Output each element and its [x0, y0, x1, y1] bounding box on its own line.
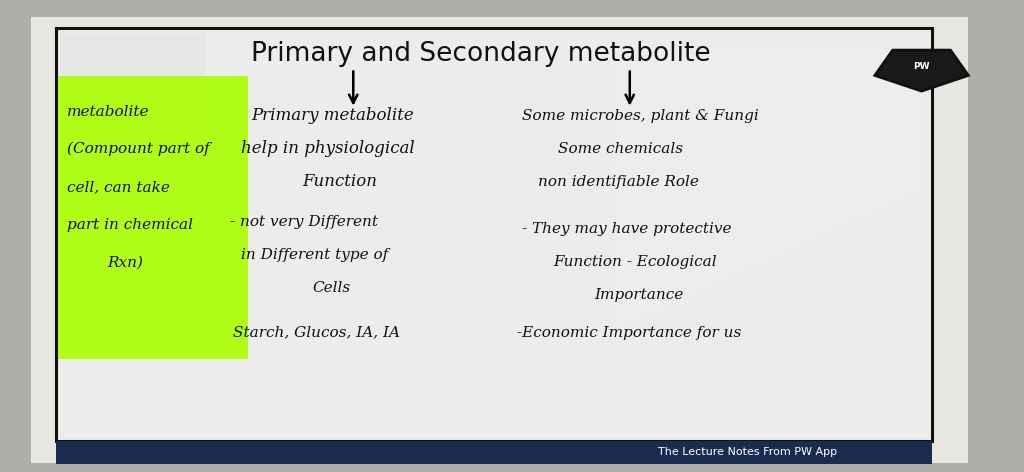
- Text: cell, can take: cell, can take: [67, 180, 169, 194]
- Text: Function: Function: [302, 173, 377, 190]
- Text: part in chemical: part in chemical: [67, 218, 193, 232]
- Text: Importance: Importance: [594, 288, 683, 302]
- FancyBboxPatch shape: [58, 76, 248, 359]
- FancyBboxPatch shape: [56, 28, 932, 441]
- Text: (Compount part of: (Compount part of: [67, 142, 209, 156]
- Text: Starch, Glucos, IA, IA: Starch, Glucos, IA, IA: [233, 326, 400, 340]
- Polygon shape: [61, 33, 205, 142]
- Text: in Different type of: in Different type of: [241, 248, 388, 262]
- FancyBboxPatch shape: [56, 441, 932, 464]
- Text: Rxn): Rxn): [108, 256, 143, 270]
- Text: Primary metabolite: Primary metabolite: [251, 107, 414, 124]
- Text: non identifiable Role: non identifiable Role: [538, 175, 698, 189]
- Text: Some microbes, plant & Fungi: Some microbes, plant & Fungi: [522, 109, 759, 123]
- Text: -Economic Importance for us: -Economic Importance for us: [517, 326, 741, 340]
- Text: The Lecture Notes From PW App: The Lecture Notes From PW App: [658, 447, 837, 457]
- Text: metabolite: metabolite: [67, 105, 150, 118]
- Text: - not very Different: - not very Different: [230, 215, 379, 229]
- Text: - They may have protective: - They may have protective: [522, 222, 732, 236]
- Text: Function - Ecological: Function - Ecological: [553, 255, 717, 269]
- Text: Cells: Cells: [312, 281, 350, 295]
- Text: help in physiological: help in physiological: [241, 140, 415, 157]
- Text: Some chemicals: Some chemicals: [558, 142, 683, 156]
- Text: PW: PW: [913, 61, 930, 71]
- Text: Primary and Secondary metabolite: Primary and Secondary metabolite: [252, 41, 711, 67]
- FancyBboxPatch shape: [31, 17, 968, 463]
- Polygon shape: [614, 47, 922, 330]
